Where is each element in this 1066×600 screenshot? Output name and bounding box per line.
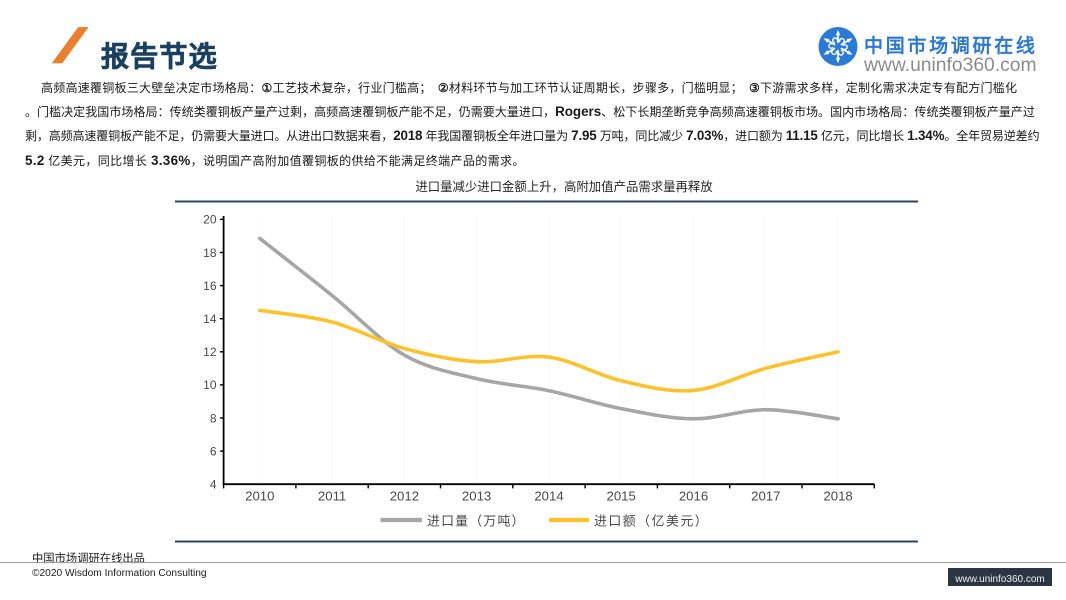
svg-text:2013: 2013 <box>462 489 491 504</box>
svg-text:8: 8 <box>210 411 217 425</box>
svg-text:2010: 2010 <box>245 489 274 504</box>
svg-text:2016: 2016 <box>679 489 708 504</box>
svg-text:进口量（万吨）: 进口量（万吨） <box>427 514 526 529</box>
svg-text:16: 16 <box>203 279 217 293</box>
svg-text:18: 18 <box>203 246 217 260</box>
svg-text:6: 6 <box>210 444 217 458</box>
svg-text:2017: 2017 <box>751 489 780 504</box>
svg-text:进口额（亿美元）: 进口额（亿美元） <box>594 514 709 529</box>
svg-text:14: 14 <box>203 312 217 326</box>
svg-text:10: 10 <box>203 378 217 392</box>
svg-text:4: 4 <box>210 478 217 492</box>
svg-text:12: 12 <box>203 345 217 359</box>
svg-text:2012: 2012 <box>390 489 419 504</box>
svg-text:2018: 2018 <box>823 489 852 504</box>
svg-text:2011: 2011 <box>318 489 346 504</box>
svg-text:2015: 2015 <box>607 489 636 504</box>
svg-text:20: 20 <box>203 213 217 227</box>
svg-text:2014: 2014 <box>534 489 563 504</box>
